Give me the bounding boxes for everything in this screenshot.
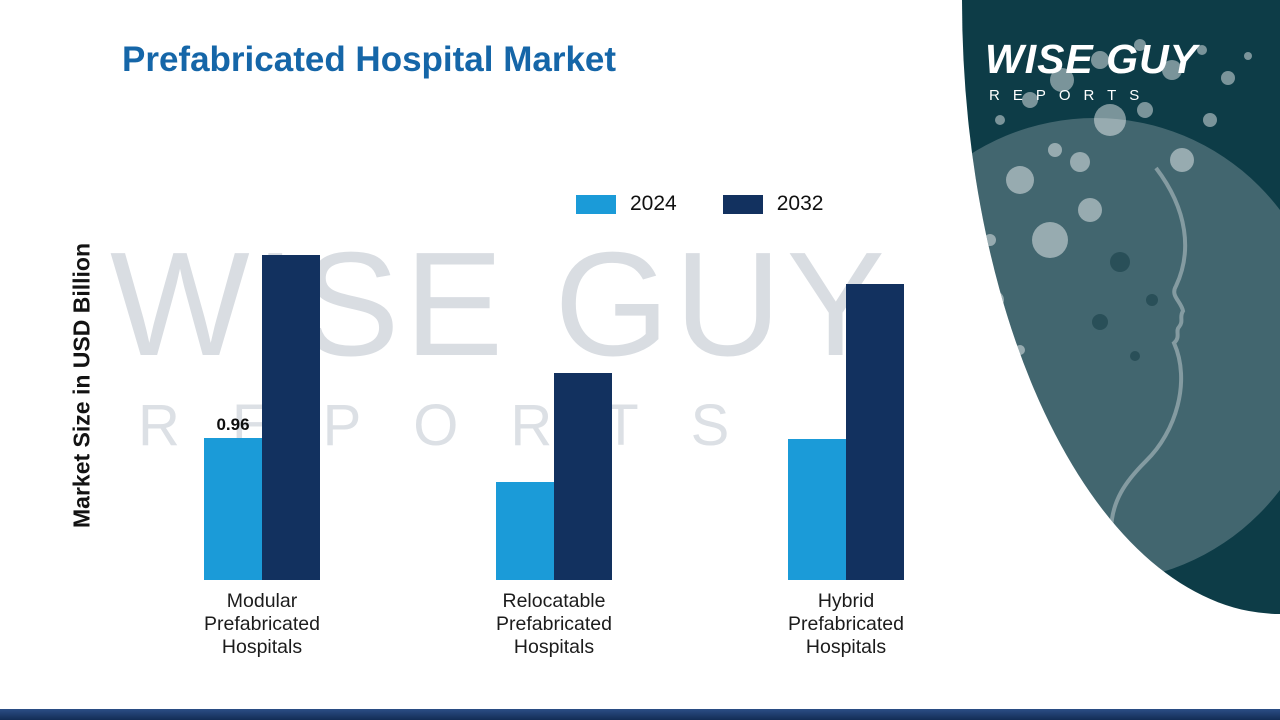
category-label: Relocatable Prefabricated Hospitals (496, 590, 612, 658)
watermark-brand-text: WISE GUY (110, 222, 891, 387)
bar-value-label: 0.96 (216, 415, 250, 434)
legend-swatch-2024 (576, 194, 616, 214)
bar-2024-category-3 (788, 439, 846, 580)
bar-2024-category-2 (496, 482, 554, 580)
bar-2032-category-2 (554, 373, 612, 580)
category-label: Modular Prefabricated Hospitals (204, 590, 320, 658)
logo-sub-text: REPORTS (989, 87, 1153, 104)
legend-item-2032: 2032 (722, 192, 824, 216)
legend: 2024 2032 (576, 192, 823, 216)
panel-background-shape (962, 0, 1280, 614)
bar-2032-category-1 (262, 255, 320, 580)
bar-2024-category-1: 0.96 (204, 415, 262, 580)
legend-item-2024: 2024 (576, 192, 677, 216)
bar-2032-category-3 (846, 284, 904, 580)
legend-label-2032: 2032 (776, 192, 824, 215)
legend-swatch-2032 (722, 194, 763, 214)
category-label: Hybrid Prefabricated Hospitals (788, 590, 904, 658)
bar-group: 0.96 Modular Prefabricated Hospitals (204, 255, 320, 658)
legend-label-2024: 2024 (630, 192, 677, 215)
chart-title: Prefabricated Hospital Market (122, 40, 617, 79)
footer-bar (0, 709, 1280, 720)
brand-panel (962, 0, 1280, 614)
bar-group: Hybrid Prefabricated Hospitals (788, 284, 904, 658)
logo-brand-text: WISE GUY (985, 36, 1199, 82)
bar-group: Relocatable Prefabricated Hospitals (496, 373, 612, 658)
logo: WISE GUY REPORTS (985, 36, 1198, 104)
